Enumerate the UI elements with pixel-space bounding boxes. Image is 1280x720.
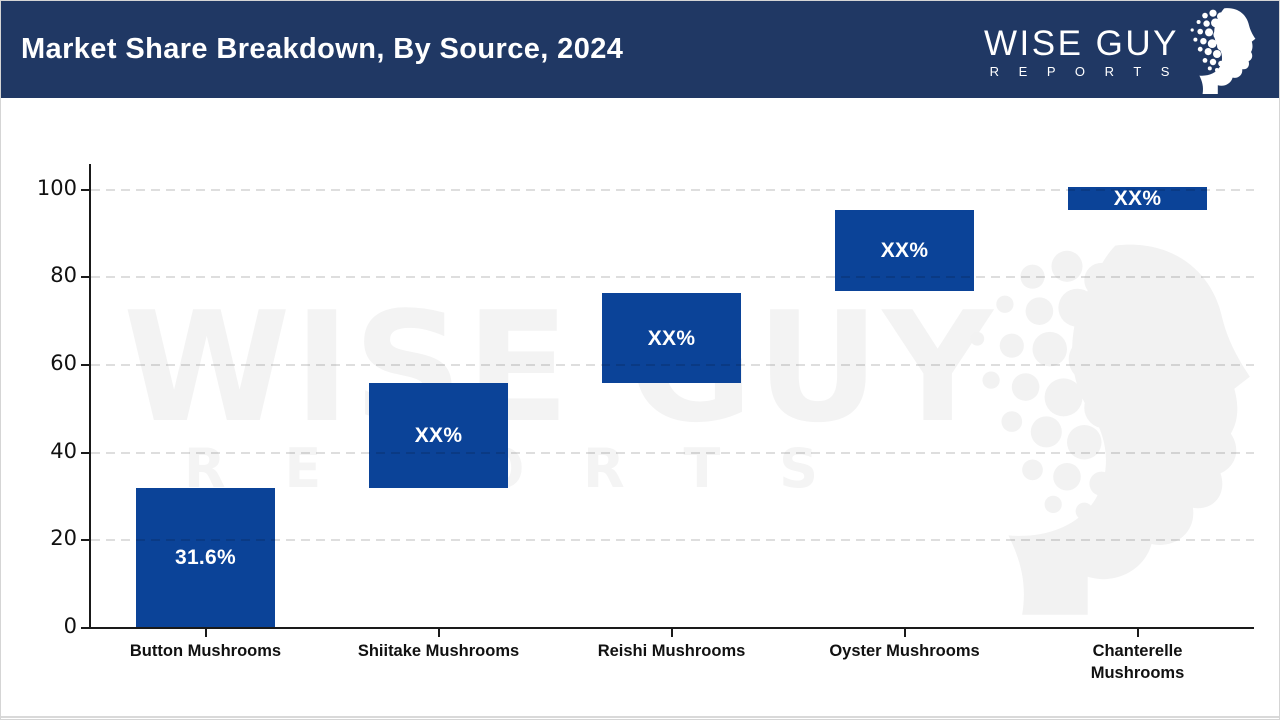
x-tick-mark	[903, 629, 906, 637]
bar: XX%	[602, 292, 741, 384]
x-axis-line	[87, 627, 1254, 629]
bar-value-label: XX%	[647, 326, 696, 350]
y-tick-label: 20	[50, 526, 77, 551]
y-tick-mark	[81, 188, 89, 191]
gridline	[91, 451, 1254, 454]
y-tick-mark	[81, 451, 89, 454]
bar-value-label: XX%	[414, 424, 463, 448]
category-label: Button Mushrooms	[129, 642, 282, 660]
logo-text: WISE GUY R E P O R T S	[983, 23, 1179, 80]
dotted-head-logo-icon	[1190, 7, 1256, 94]
watermark-head-icon	[970, 244, 1250, 615]
bar: XX%	[369, 383, 508, 489]
x-tick-mark	[1136, 629, 1139, 637]
bar: XX%	[835, 209, 974, 292]
watermark-wordmark: WISE GUY	[123, 279, 996, 456]
bottom-divider	[1, 716, 1279, 718]
x-tick-mark	[204, 629, 207, 637]
y-tick-label: 0	[63, 614, 77, 638]
category-label: Oyster Mushrooms	[829, 642, 980, 660]
y-tick-mark	[81, 276, 89, 279]
gridline	[91, 363, 1254, 366]
wiseguy-logo: WISE GUY R E P O R T S	[984, 6, 1267, 94]
bar: 31.6%	[136, 488, 275, 627]
y-tick-label: 40	[50, 438, 77, 463]
bar-value-label: XX%	[1113, 186, 1162, 210]
gridline	[91, 539, 1254, 542]
bar-value-label: XX%	[880, 238, 929, 262]
y-tick-label: 60	[50, 350, 77, 375]
y-tick-label: 100	[36, 175, 77, 200]
header: Market Share Breakdown, By Source, 2024 …	[1, 1, 1279, 98]
y-tick-mark	[81, 627, 89, 629]
bar: XX%	[1068, 186, 1207, 210]
logo-wordmark: WISE GUY	[983, 23, 1179, 63]
y-tick-label: 80	[50, 263, 77, 288]
category-label: Chanterelle Mushrooms	[1090, 642, 1185, 682]
logo-subtitle: R E P O R T S	[989, 64, 1178, 80]
gridline	[91, 276, 1254, 279]
y-tick-mark	[81, 363, 89, 366]
page-title: Market Share Breakdown, By Source, 2024	[21, 33, 624, 65]
gridline	[91, 188, 1254, 191]
bar-value-label: 31.6%	[174, 546, 237, 570]
y-tick-mark	[81, 539, 89, 542]
x-tick-mark	[670, 629, 673, 637]
y-axis-line	[89, 164, 91, 629]
watermark-reports: R E P O R T S	[184, 437, 839, 500]
category-label: Reishi Mushrooms	[597, 642, 746, 660]
x-tick-mark	[437, 629, 440, 637]
category-label: Shiitake Mushrooms	[357, 642, 520, 660]
